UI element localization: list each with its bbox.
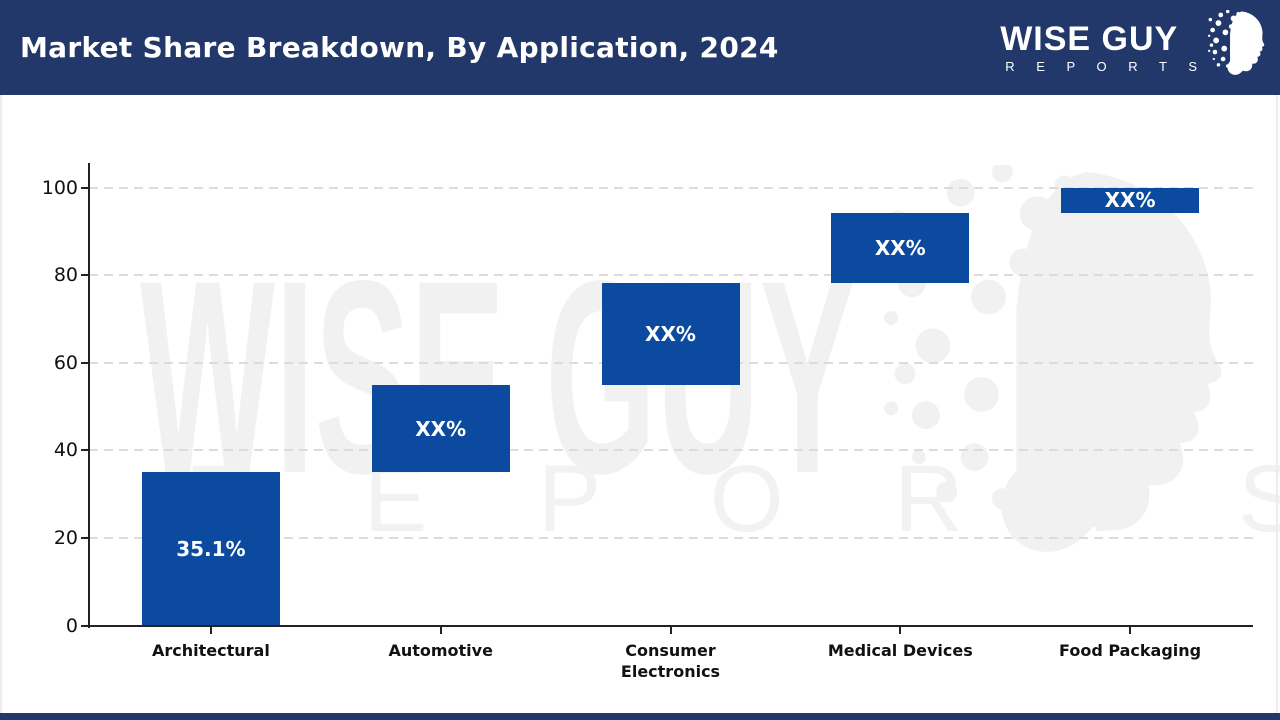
bar-architectural — [141, 471, 280, 626]
x-tick-mark — [669, 626, 672, 634]
y-tick-label: 60 — [53, 351, 78, 374]
gridline-y100 — [89, 186, 1255, 189]
x-tick-mark — [1129, 626, 1132, 634]
y-tick-label: 40 — [53, 439, 78, 462]
y-tick-label: 80 — [53, 264, 78, 287]
chart-title: Market Share Breakdown, By Application, … — [20, 31, 779, 64]
y-tick-mark — [81, 624, 89, 627]
bar-automotive — [371, 385, 510, 472]
y-tick-label: 100 — [41, 176, 78, 199]
x-category-label: Automotive — [388, 641, 493, 660]
y-axis-line — [88, 163, 90, 628]
x-tick-mark — [899, 626, 902, 634]
wise-guy-reports-logo: WISE GUY R E P O R T S — [1000, 10, 1266, 86]
bar-value-label: 35.1% — [176, 536, 246, 561]
gridline-y40 — [89, 449, 1255, 452]
x-category-label: Consumer Electronics — [620, 641, 721, 681]
logo-subtext: R E P O R T S — [1005, 58, 1206, 74]
y-tick-label: 0 — [65, 614, 78, 637]
gridline-y80 — [89, 274, 1255, 277]
bar-value-label: XX% — [1104, 188, 1156, 213]
header-bar: Market Share Breakdown, By Application, … — [0, 0, 1280, 95]
x-category-label: Medical Devices — [827, 641, 973, 660]
gridline-y20 — [89, 536, 1255, 539]
bar-value-label: XX% — [645, 322, 696, 346]
y-tick-mark — [81, 536, 89, 539]
figure-border-left — [0, 95, 2, 714]
bar-value-label: XX% — [415, 416, 467, 441]
bar-value-label: XX% — [874, 235, 926, 260]
logo-face-icon — [1208, 10, 1266, 86]
x-tick-mark — [209, 626, 212, 634]
figure-border-right — [1276, 95, 1278, 714]
bar-consumer-electronics — [601, 282, 740, 386]
x-category-label: Food Packaging — [1059, 641, 1202, 660]
bar-food-packaging — [1061, 187, 1200, 213]
y-tick-mark — [81, 274, 89, 277]
bar-medical-devices — [831, 212, 970, 283]
y-tick-label: 20 — [53, 526, 78, 549]
x-tick-mark — [439, 626, 442, 634]
x-category-label: Architectural — [151, 641, 270, 660]
x-axis-line — [88, 624, 1253, 627]
footer-bar — [0, 713, 1280, 720]
y-tick-mark — [81, 449, 89, 452]
logo-wordmark: WISE GUY — [1000, 19, 1179, 58]
y-tick-mark — [81, 361, 89, 364]
y-tick-mark — [81, 186, 89, 189]
